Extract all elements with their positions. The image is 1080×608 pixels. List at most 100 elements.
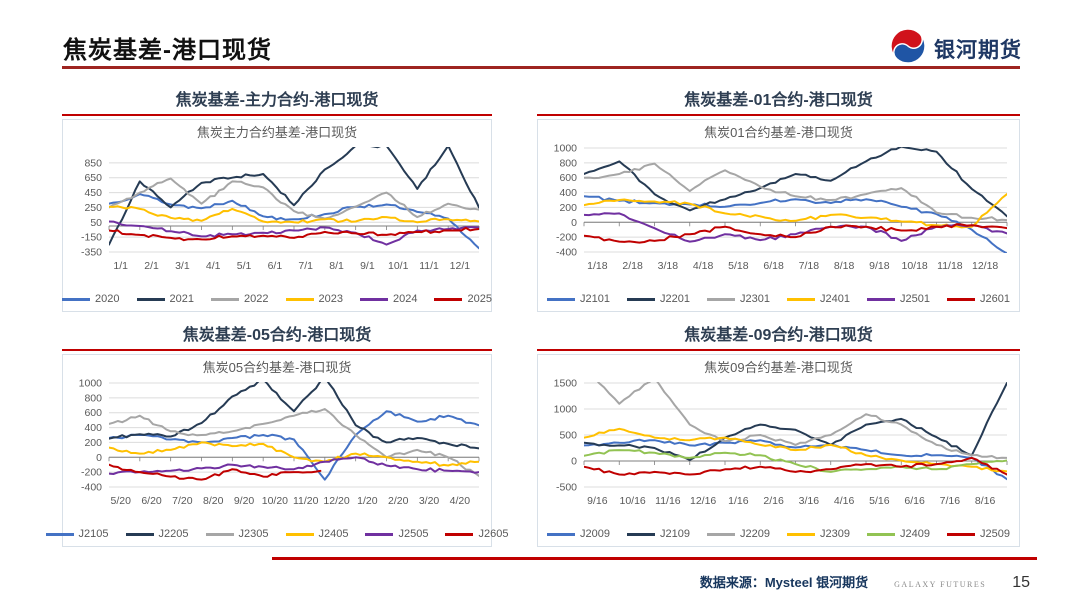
y-axis-label: -200 <box>556 232 577 244</box>
x-axis-label: 6/18 <box>763 260 784 272</box>
series-line-J2101 <box>584 195 1007 253</box>
y-axis-label: 800 <box>84 392 102 404</box>
series-line-J2205 <box>109 382 479 450</box>
legend-label: J2405 <box>318 528 349 540</box>
legend-swatch <box>434 297 463 301</box>
legend-item: J2105 <box>45 528 109 540</box>
y-axis-label: 600 <box>559 172 577 184</box>
legend-swatch <box>445 532 474 536</box>
y-axis-label: -200 <box>81 467 102 479</box>
footer: 数据来源：Mysteel 银河期货 GALAXY FUTURES 15 <box>700 572 1030 592</box>
series-line-J2305 <box>109 408 479 477</box>
legend-label: J2101 <box>580 293 611 305</box>
chart-plot-svg: 1000 800 600 400 200 0 -200 -400 5/20 6/20 7/20 8/2… <box>79 378 480 507</box>
panel-title: 焦炭基差-主力合约-港口现货 <box>175 92 379 109</box>
legend-label: J2601 <box>979 293 1010 305</box>
panel-05-contract: 焦炭基差-05合约-港口现货 焦炭05合约基差-港口现货 1000 800 600 4… <box>45 325 508 547</box>
x-axis-label: 10/16 <box>620 495 646 507</box>
legend-item: J2109 <box>627 528 690 540</box>
x-axis-label: 9/16 <box>587 495 608 507</box>
panel-title-underline <box>62 349 492 351</box>
series-line-2021 <box>109 147 479 246</box>
legend-label: J2209 <box>740 528 770 540</box>
legend-item: J2101 <box>547 293 610 305</box>
series-line-J2105 <box>109 410 479 481</box>
y-axis-label: 1500 <box>554 378 578 390</box>
legend-label: J2501 <box>899 293 930 305</box>
footer-brand-text: GALAXY FUTURES <box>894 580 987 589</box>
legend-item: J2501 <box>866 293 930 305</box>
page-title: 焦炭基差-港口现货 <box>63 37 272 64</box>
chart-legend: J2105 J2205 J2305 J2405 J2505 J2605 <box>45 522 508 546</box>
chart-05-contract: 1000 800 600 400 200 0 -200 -400 5/20 6/20 7/20 8/2… <box>63 377 491 522</box>
legend-item: J2305 <box>205 528 269 540</box>
legend-item: J2509 <box>946 528 1010 540</box>
y-axis-label: 400 <box>84 422 102 434</box>
series-line-J2509 <box>584 456 1007 476</box>
x-axis-label: 12/18 <box>972 260 998 272</box>
x-axis-label: 1/18 <box>587 260 608 272</box>
legend-label: J2301 <box>740 293 770 305</box>
legend-label: 2024 <box>392 293 418 305</box>
chart-01-contract: 1000 800 600 400 200 0 -200 -400 1/18 2/18 3/18 4/1… <box>538 142 1019 287</box>
legend-label: J2201 <box>660 293 691 305</box>
series-line-J2009 <box>584 438 1007 481</box>
panel-main-contract: 焦炭基差-主力合约-港口现货 焦炭主力合约基差-港口现货 850 650 450 25… <box>62 90 492 312</box>
chart-plot-svg: 1000 800 600 400 200 0 -200 -400 1/18 2/18 3/18 4/1… <box>554 143 1008 272</box>
legend-swatch <box>946 532 975 536</box>
legend-label: J2409 <box>899 528 930 540</box>
legend-swatch <box>627 532 656 536</box>
legend-label: J2401 <box>820 293 850 305</box>
legend-swatch <box>136 297 165 301</box>
legend-label: J2105 <box>78 528 109 540</box>
legend-item: J2605 <box>445 528 508 540</box>
galaxy-logo-text: 银河期货 <box>934 38 1022 62</box>
y-axis-label: 500 <box>559 430 577 442</box>
series-line-J2109 <box>584 382 1007 461</box>
y-axis-label: 650 <box>84 172 102 184</box>
chart-plot-svg: 850 650 450 250 50 -150 -350 1/1 2/1 3/1 4/1 5/1 6/1… <box>81 147 480 272</box>
panel-title-underline <box>62 114 492 116</box>
chart-plot-svg: 1500 1000 500 0 -500 9/16 10/16 11/16 12/16 1/16 2… <box>554 378 1008 507</box>
chart-inner-title: 焦炭05合约基差-港口现货 <box>202 360 352 375</box>
legend-swatch <box>547 532 576 536</box>
chart-box: 焦炭09合约基差-港口现货 1500 1000 500 0 -500 9/16 10/16 1… <box>537 354 1020 547</box>
chart-inner-title: 焦炭主力合约基差-港口现货 <box>196 125 358 140</box>
legend-swatch <box>62 297 91 301</box>
panel-09-contract: 焦炭基差-09合约-港口现货 焦炭09合约基差-港口现货 1500 1000 500… <box>537 325 1020 547</box>
x-axis-label: 4/16 <box>834 495 855 507</box>
x-axis-label: 2/1 <box>144 260 159 272</box>
legend-item: J2301 <box>707 293 770 305</box>
x-axis-label: 7/20 <box>172 495 193 507</box>
x-axis-label: 10/20 <box>262 495 288 507</box>
legend-label: 2023 <box>318 293 343 305</box>
legend-label: J2605 <box>478 528 509 540</box>
x-axis-label: 8/18 <box>834 260 855 272</box>
chart-inner-title: 焦炭09合约基差-港口现货 <box>704 360 853 375</box>
series-line-J2505 <box>109 456 479 475</box>
legend-swatch <box>787 532 815 536</box>
legend-swatch <box>125 532 154 536</box>
legend-item: 2024 <box>359 293 418 305</box>
footer-divider <box>272 557 1037 560</box>
legend-item: 2023 <box>285 293 343 305</box>
x-axis-label: 11/16 <box>655 495 681 507</box>
y-axis-label: -500 <box>556 482 577 494</box>
galaxy-futures-logo: 银河期货 <box>890 28 1022 69</box>
legend-swatch <box>547 297 576 301</box>
y-axis-label: 1000 <box>79 378 103 390</box>
x-axis-label: 9/1 <box>360 260 375 272</box>
series-line-J2201 <box>584 147 1007 218</box>
data-source-text: 数据来源：Mysteel 银河期货 <box>699 575 869 590</box>
x-axis-label: 7/18 <box>799 260 820 272</box>
series-line-J2401 <box>584 193 1007 229</box>
legend-label: 2022 <box>244 293 269 305</box>
legend-item: J2205 <box>125 528 189 540</box>
panel-title: 焦炭基差-09合约-港口现货 <box>684 327 873 344</box>
x-axis-label: 4/20 <box>450 495 471 507</box>
x-axis-label: 10/1 <box>388 260 409 272</box>
legend-label: J2009 <box>580 528 611 540</box>
x-axis-label: 7/1 <box>298 260 313 272</box>
x-axis-label: 6/20 <box>141 495 162 507</box>
